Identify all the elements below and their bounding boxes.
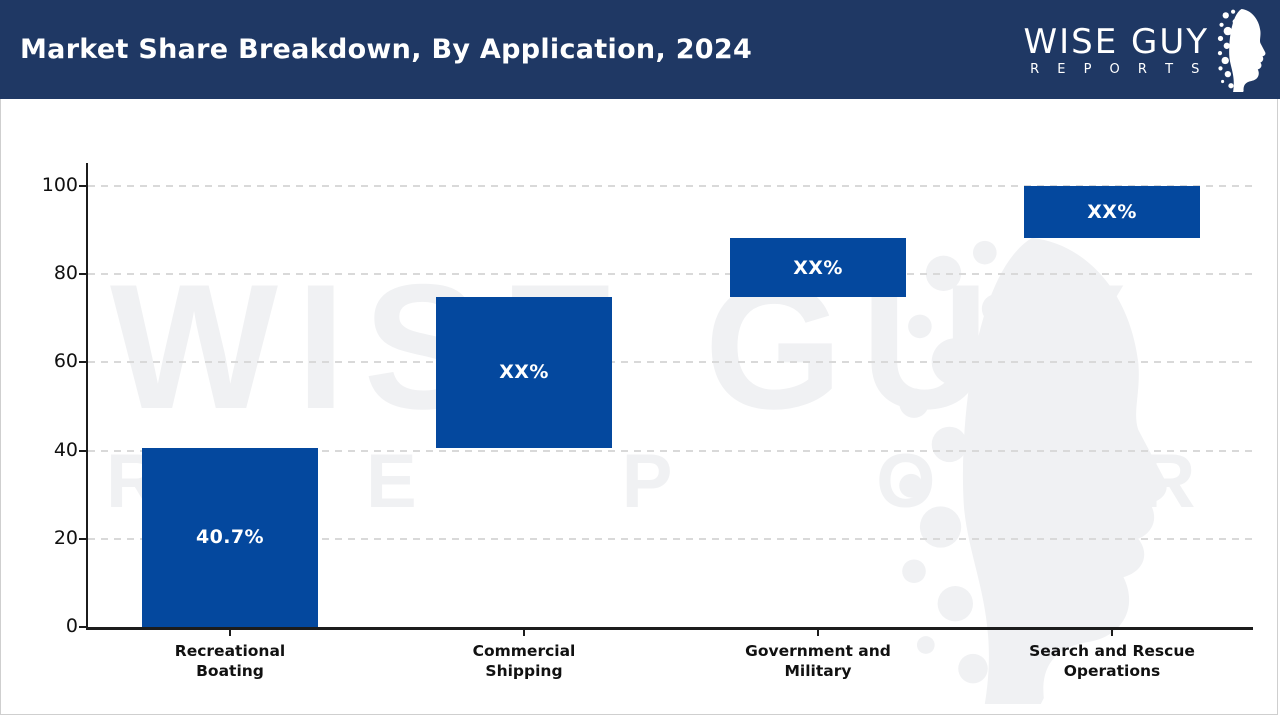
header-bar: Market Share Breakdown, By Application, … [0, 0, 1280, 99]
x-tick-mark-3 [1111, 629, 1113, 636]
y-tick-mark-80 [79, 273, 87, 276]
y-tick-label-20: 20 [53, 526, 78, 549]
brand-logo-text: WISE GUY R E P O R T S [1023, 24, 1209, 77]
x-tick-mark-1 [523, 629, 525, 636]
x-tick-mark-0 [229, 629, 231, 636]
x-tick-label-line: Recreational [174, 642, 286, 660]
x-tick-label-line: Operations [1063, 662, 1161, 680]
x-tick-label-line: Government and [745, 642, 891, 660]
bar-recreational-boating: 40.7% [142, 447, 318, 627]
x-tick-mark-2 [817, 629, 819, 636]
y-axis-line [86, 163, 88, 629]
x-tick-label-line: Commercial [472, 642, 576, 660]
brand-name: WISE GUY [1023, 21, 1209, 62]
panel-border-right [1277, 99, 1278, 715]
x-tick-label-line: Boating [196, 662, 264, 680]
chart-title: Market Share Breakdown, By Application, … [20, 34, 753, 65]
x-tick-label-3: Search and Rescue Operations [992, 641, 1232, 681]
watermark-face-icon [899, 237, 1167, 704]
brand-logo: WISE GUY R E P O R T S [1023, 7, 1268, 93]
x-tick-label-1: Commercial Shipping [404, 641, 644, 681]
y-tick-mark-40 [79, 449, 87, 452]
panel-border-bottom [0, 714, 1278, 715]
y-tick-label-100: 100 [41, 174, 78, 196]
bar-search-and-rescue-operations: XX% [1024, 186, 1200, 239]
y-tick-mark-100 [79, 185, 87, 187]
y-tick-label-60: 60 [53, 350, 78, 373]
y-tick-label-0: 0 [65, 615, 78, 637]
brand-subtitle: R E P O R T S [1030, 61, 1207, 77]
y-tick-mark-60 [79, 361, 87, 364]
y-tick-mark-0 [79, 626, 87, 628]
bar-value-label: XX% [793, 256, 843, 279]
bar-government-and-military: XX% [730, 238, 906, 298]
y-tick-label-80: 80 [53, 262, 78, 285]
x-tick-label-line: Military [784, 662, 852, 680]
gridline-40 [88, 449, 1253, 452]
bar-value-label: 40.7% [196, 526, 264, 549]
panel-border-left [0, 99, 1, 715]
x-tick-label-0: Recreational Boating [110, 641, 350, 681]
bar-value-label: XX% [1087, 201, 1137, 224]
x-tick-label-line: Search and Rescue [1029, 642, 1195, 660]
x-axis-line [86, 627, 1253, 630]
y-tick-mark-20 [79, 537, 87, 540]
gridline-80 [88, 273, 1253, 276]
x-tick-label-line: Shipping [485, 662, 563, 680]
gridline-60 [88, 361, 1253, 364]
x-tick-label-2: Government and Military [698, 641, 938, 681]
gridline-20 [88, 537, 1253, 540]
gridline-100 [88, 185, 1253, 187]
y-tick-label-40: 40 [53, 438, 78, 461]
bar-commercial-shipping: XX% [436, 297, 612, 448]
bar-value-label: XX% [499, 361, 549, 384]
